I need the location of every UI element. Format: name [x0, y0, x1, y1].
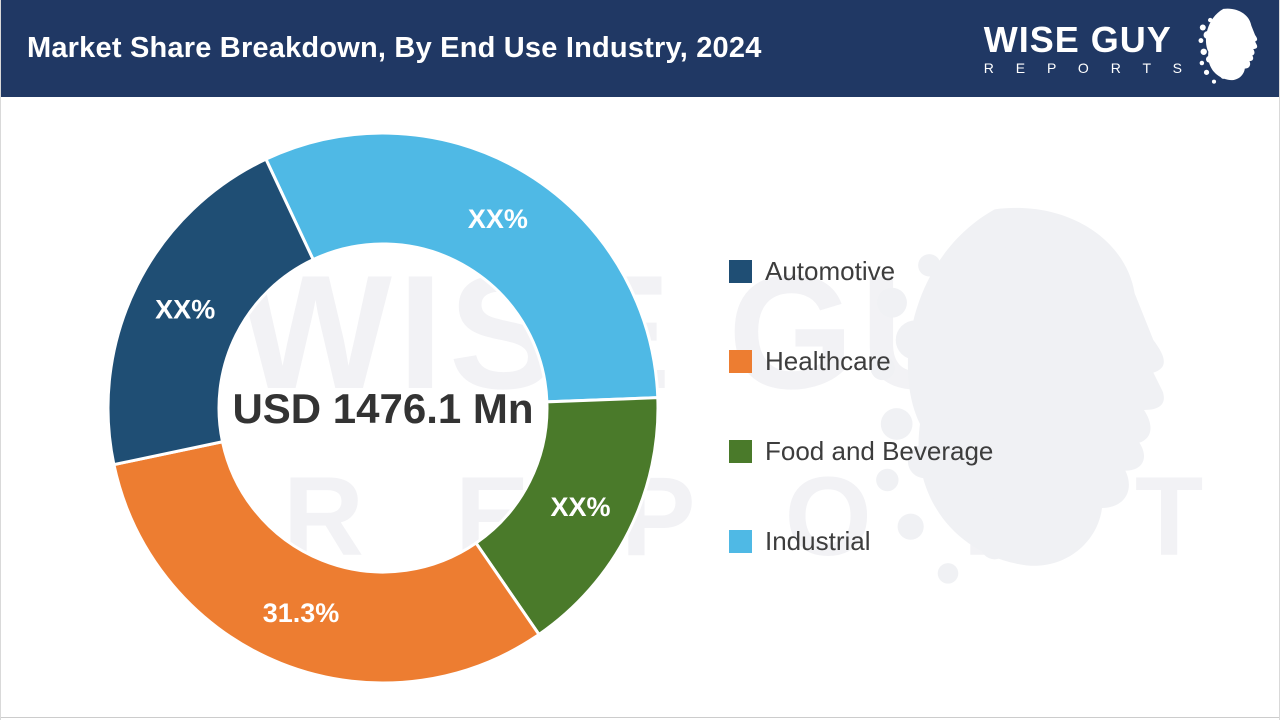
legend-swatch	[729, 349, 752, 373]
header: Market Share Breakdown, By End Use Indus…	[1, 0, 1279, 97]
slice-label-healthcare: 31.3%	[263, 598, 340, 628]
donut-segment-automotive[interactable]	[106, 157, 316, 467]
slice-label-food-and-beverage: XX%	[550, 492, 610, 522]
donut-chart: XX% XX% 31.3% XX% USD 1476.1 Mn	[106, 131, 660, 685]
brand-logo: WISE GUY R E P O R T S	[984, 7, 1261, 91]
legend-label: Industrial	[765, 525, 871, 556]
slice-label-industrial: XX%	[468, 204, 528, 234]
donut-segment-food-and-beverage[interactable]	[473, 396, 660, 637]
brand-logo-subtext: R E P O R T S	[983, 60, 1191, 76]
legend-label: Healthcare	[765, 345, 891, 376]
legend-item-automotive[interactable]: Automotive	[729, 255, 993, 286]
legend-item-industrial[interactable]: Industrial	[729, 525, 993, 556]
chart-title: Market Share Breakdown, By End Use Indus…	[27, 32, 762, 64]
legend-label: Automotive	[765, 255, 896, 286]
legend-swatch	[729, 259, 752, 283]
slice-label-automotive: XX%	[155, 295, 215, 325]
chart-legend: Automotive Healthcare Food and Beverage Ind…	[729, 255, 994, 618]
watermark-face-icon	[870, 207, 1164, 584]
legend-swatch	[729, 529, 752, 553]
donut-segment-industrial[interactable]	[263, 131, 660, 404]
donut-segment-healthcare[interactable]	[112, 439, 542, 685]
brand-logo-wordmark: WISE GUY	[983, 19, 1172, 60]
brand-logo-face-icon	[1198, 8, 1258, 84]
page-bottom-border	[1, 717, 1279, 718]
donut-center-value: USD 1476.1 Mn	[232, 385, 533, 432]
legend-item-food-and-beverage[interactable]: Food and Beverage	[729, 435, 994, 466]
legend-swatch	[729, 439, 752, 463]
legend-label: Food and Beverage	[765, 435, 994, 466]
legend-item-healthcare[interactable]: Healthcare	[729, 345, 993, 376]
